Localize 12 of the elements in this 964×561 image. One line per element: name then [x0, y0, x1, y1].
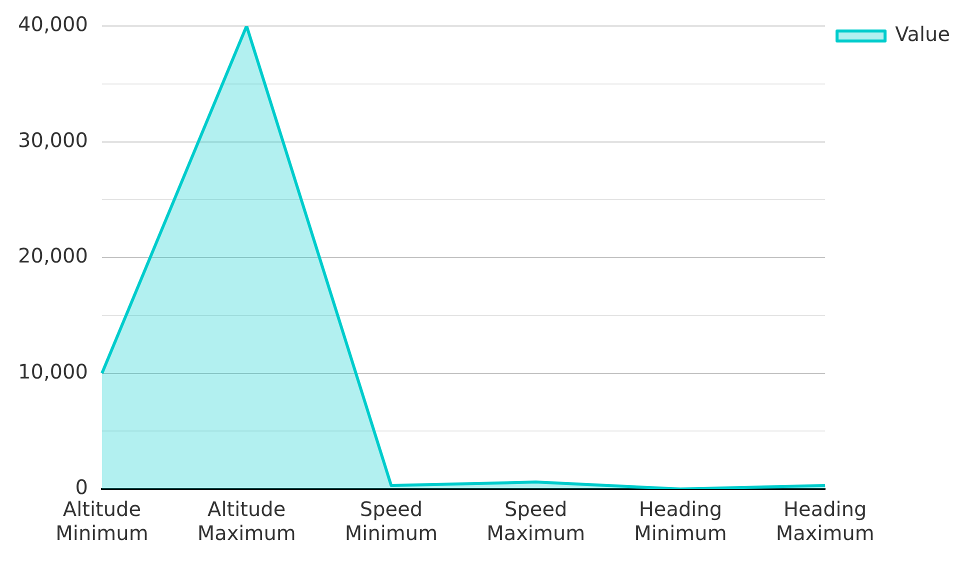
y-tick-label: 10,000 [18, 359, 88, 384]
x-tick-label: Heading Minimum [634, 497, 727, 546]
x-tick-label: Altitude Minimum [56, 497, 148, 546]
legend-label: Value [895, 22, 950, 46]
x-tick-label: Speed Maximum [486, 497, 586, 546]
y-tick-label: 20,000 [18, 244, 88, 268]
y-tick-label: 0 [75, 475, 88, 500]
x-tick-label: Speed Minimum [344, 497, 438, 546]
y-tick-label: 40,000 [18, 12, 88, 36]
y-tick-label: 30,000 [18, 128, 88, 152]
x-tick-label: Altitude Maximum [197, 497, 296, 546]
x-tick-label: Heading Maximum [776, 497, 874, 546]
